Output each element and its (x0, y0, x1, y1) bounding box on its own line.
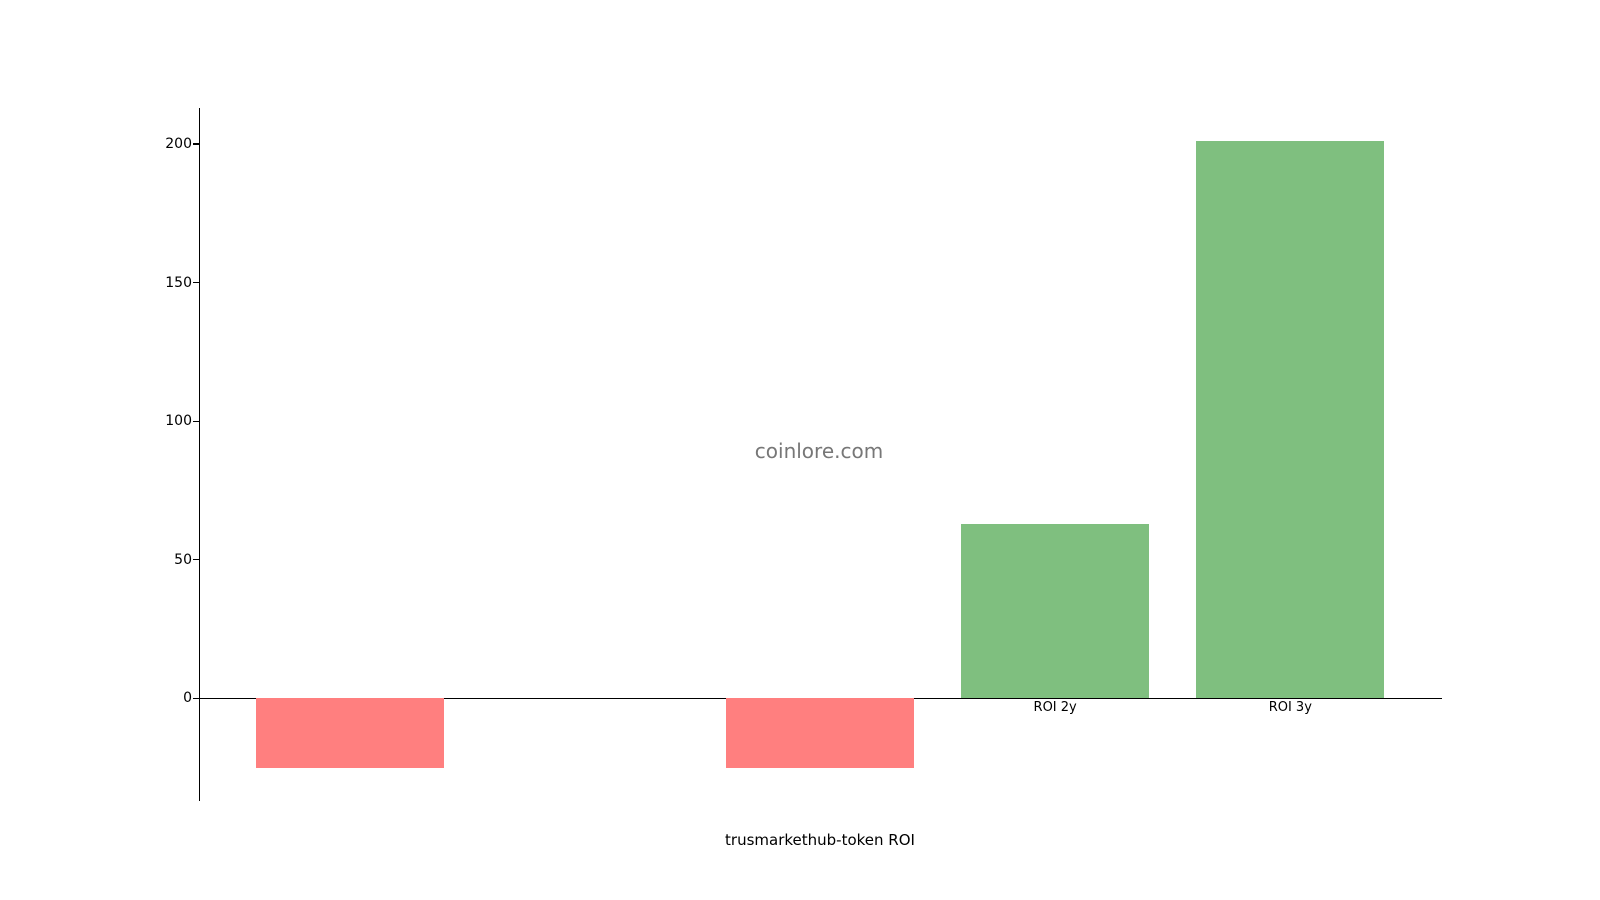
y-tick-mark (193, 143, 200, 145)
x-axis-title: trusmarkethub-token ROI (725, 831, 915, 849)
y-tick-label: 100 (165, 413, 192, 430)
y-axis-line (199, 108, 201, 801)
watermark: coinlore.com (754, 439, 884, 463)
bar-slot-3 (726, 698, 914, 768)
y-tick-mark (193, 697, 200, 700)
bar-ROI 2y (961, 523, 1150, 699)
bar-slot-1 (255, 698, 444, 768)
y-tick-label: 200 (165, 136, 192, 153)
y-tick-label: 50 (174, 551, 192, 568)
y-tick-label: 0 (183, 690, 192, 707)
y-tick-mark (193, 420, 200, 422)
y-tick-label: 150 (165, 274, 192, 291)
x-tick-label: ROI 3y (1268, 700, 1312, 716)
x-tick-label: ROI 2y (1033, 700, 1077, 716)
y-tick-mark (193, 282, 200, 284)
bar-ROI 3y (1196, 141, 1385, 699)
y-tick-mark (193, 559, 200, 561)
